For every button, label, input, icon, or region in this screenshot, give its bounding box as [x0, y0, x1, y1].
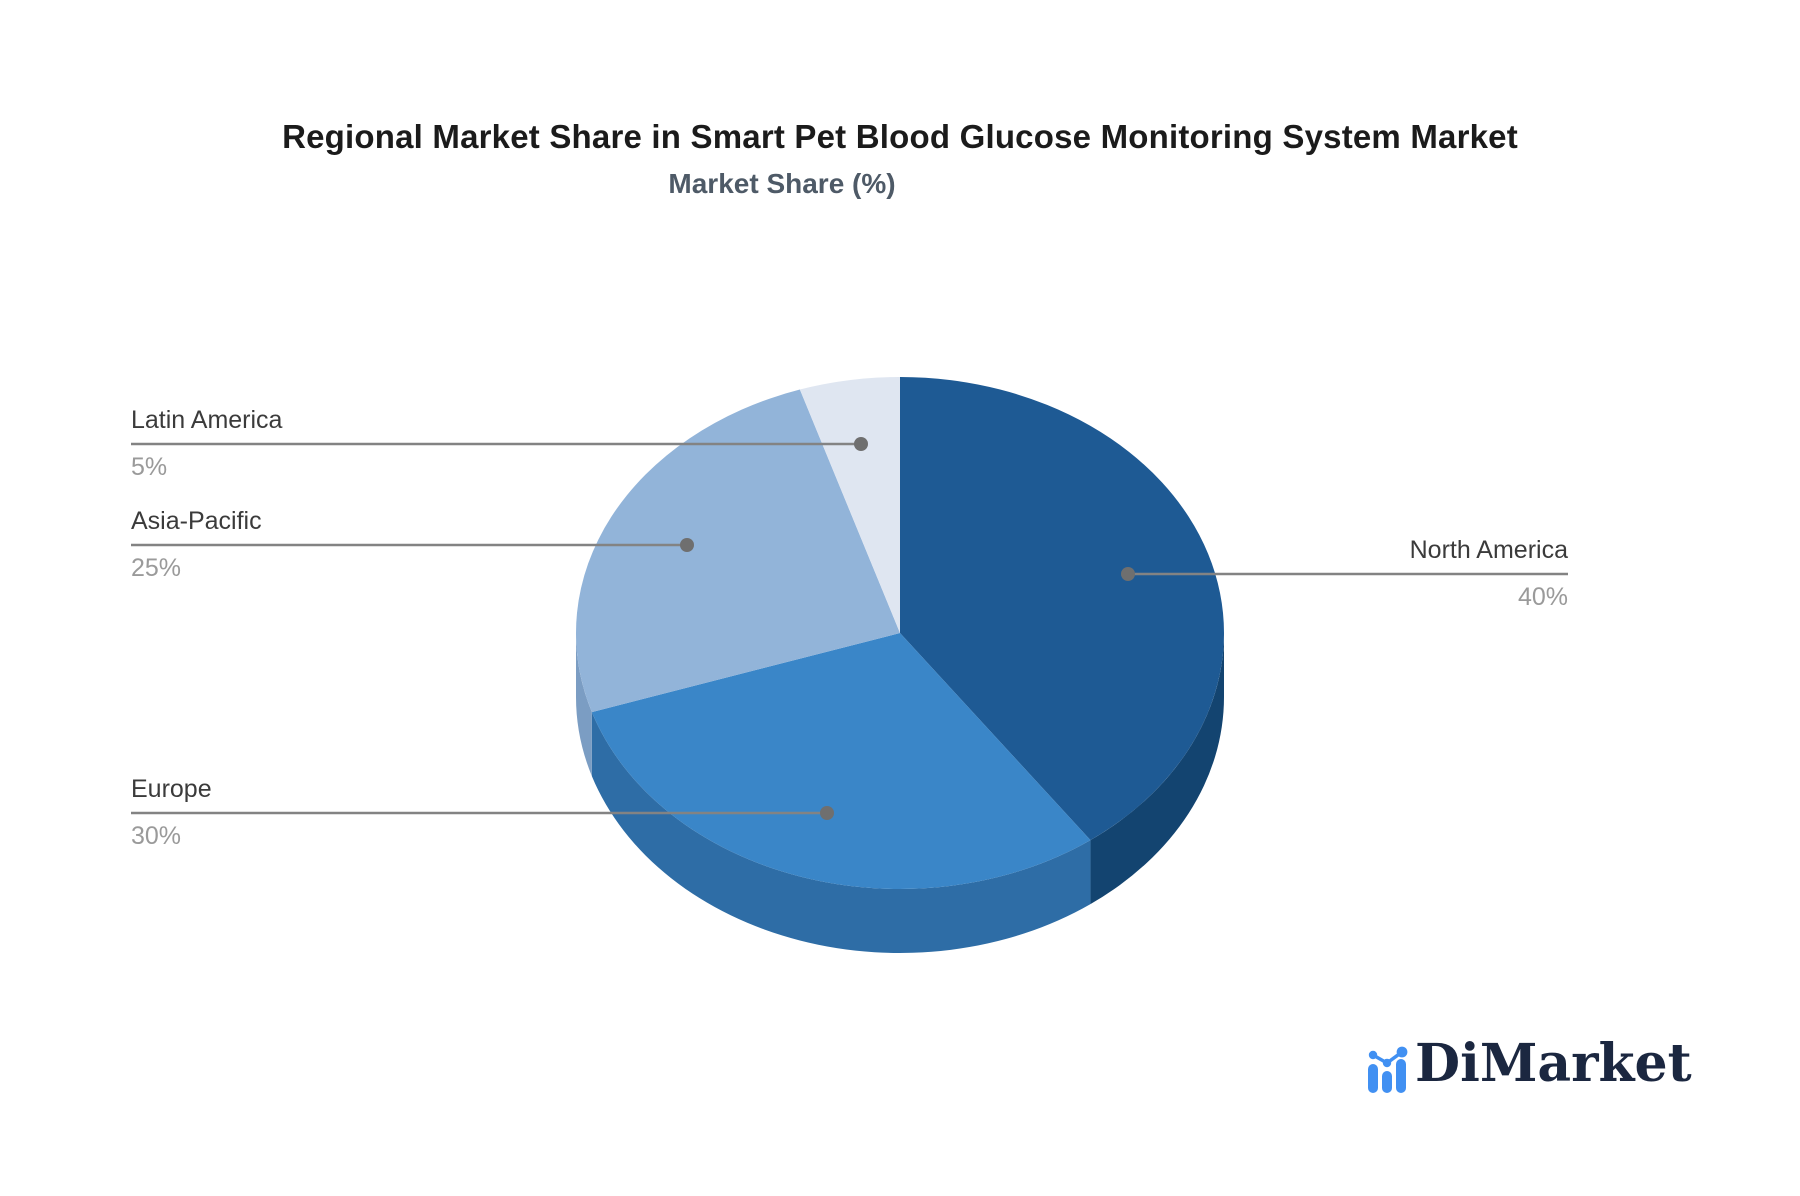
chart-title: Regional Market Share in Smart Pet Blood…	[282, 118, 1518, 155]
bar-line-chart-icon	[1368, 1046, 1408, 1093]
pie-slice-europe[interactable]	[591, 633, 1091, 889]
leader-dot-europe	[820, 806, 834, 820]
slice-value-north-america: 40%	[1517, 583, 1568, 611]
slice-value-latin-america: 5%	[131, 453, 168, 481]
pie-slice-asia-pacific-wall	[576, 633, 592, 777]
leader-dot-asia-pacific	[680, 538, 694, 552]
dimarket-logo	[1360, 1045, 1412, 1102]
pie-slice-asia-pacific[interactable]	[576, 389, 900, 713]
pie-slice-north-america[interactable]	[900, 377, 1225, 841]
pie-slice-europe-wall	[591, 712, 1091, 953]
slice-label-europe: Europe	[131, 775, 212, 803]
pie-slice-north-america-wall	[1090, 633, 1224, 905]
slice-label-latin-america: Latin America	[131, 406, 283, 434]
slice-value-asia-pacific: 25%	[131, 554, 182, 582]
slice-label-asia-pacific: Asia-Pacific	[131, 507, 262, 535]
logo-text: DiMarket	[1415, 1033, 1692, 1094]
pie-slice-latin-america[interactable]	[799, 377, 900, 633]
leader-dot-latin-america	[854, 437, 868, 451]
leader-dot-north-america	[1121, 567, 1135, 581]
slice-value-europe: 30%	[131, 822, 182, 850]
chart-subtitle: Market Share (%)	[668, 168, 896, 199]
slice-label-north-america: North America	[1409, 536, 1568, 564]
